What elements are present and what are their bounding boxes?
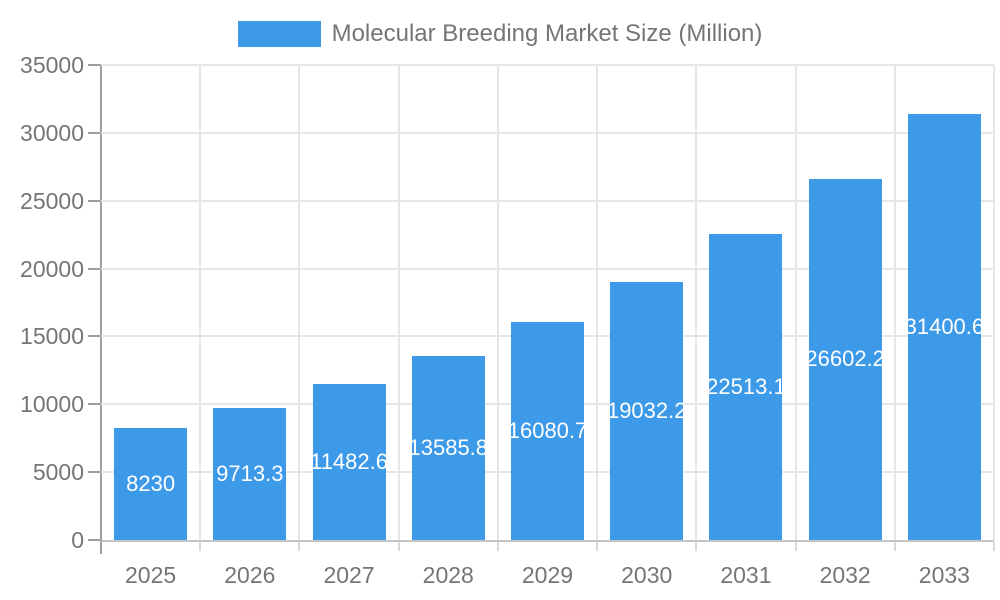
gridline-v — [596, 65, 598, 540]
x-axis-tick — [596, 542, 598, 551]
y-axis-tick-label: 30000 — [20, 119, 84, 146]
y-axis-tick-label: 20000 — [20, 255, 84, 282]
y-axis-tick-label: 0 — [71, 527, 84, 553]
x-axis-tick-label: 2032 — [819, 562, 871, 588]
y-axis-tick — [88, 267, 101, 270]
legend[interactable]: Molecular Breeding Market Size (Million) — [0, 20, 1000, 48]
x-axis-tick-label: 2027 — [323, 562, 375, 588]
gridline-v — [993, 65, 995, 540]
x-axis-tick-label: 2031 — [720, 562, 772, 588]
y-axis-tick-label: 15000 — [20, 323, 84, 350]
x-axis-tick — [894, 542, 896, 551]
y-axis-tick — [88, 199, 101, 202]
bar-value-label: 11482.6 — [312, 449, 386, 475]
gridline-h — [101, 199, 994, 202]
bar-value-label: 13585.8 — [411, 434, 485, 460]
x-axis-tick-label: 2026 — [224, 562, 276, 588]
y-axis-tick — [88, 403, 101, 406]
gridline-v — [199, 65, 201, 540]
x-axis-tick — [695, 542, 697, 551]
gridline-v — [695, 65, 697, 540]
y-axis-tick-label: 25000 — [20, 187, 84, 214]
y-axis-line — [100, 65, 102, 554]
bar-value-label: 19032.2 — [610, 397, 684, 423]
x-axis-tick — [398, 542, 400, 551]
gridline-h — [101, 267, 994, 270]
x-axis-tick — [795, 542, 797, 551]
y-axis-tick — [88, 64, 101, 66]
gridline-v — [398, 65, 400, 540]
bar-2032[interactable]: 26602.2 — [808, 178, 882, 540]
bar-value-label: 16080.7 — [511, 417, 584, 443]
x-axis-tick-label: 2029 — [521, 562, 574, 588]
x-axis-tick-label: 2030 — [621, 562, 673, 588]
bar-value-label: 31400.6 — [907, 313, 981, 339]
bar-2025[interactable]: 8230 — [114, 428, 188, 540]
y-axis-tick — [88, 335, 101, 338]
bar-2031[interactable]: 22513.1 — [709, 234, 783, 540]
gridline-h — [101, 131, 994, 134]
bar-2033[interactable]: 31400.6 — [907, 113, 981, 540]
x-axis-tick-label: 2028 — [422, 562, 474, 588]
bar-value-label: 22513.1 — [709, 374, 783, 400]
bar-value-label: 8230 — [126, 471, 176, 497]
y-axis-tick-label: 35000 — [20, 52, 84, 78]
y-axis-tick-label: 10000 — [20, 391, 84, 418]
x-axis-tick — [993, 542, 995, 551]
bar-value-label: 9713.3 — [216, 461, 284, 487]
legend-label: Molecular Breeding Market Size (Million) — [331, 20, 763, 47]
x-axis-tick-label: 2033 — [918, 562, 970, 588]
gridline-v — [497, 65, 499, 540]
x-axis-tick — [298, 542, 300, 551]
plot-area: 8230 9713.3 11482.6 13585.8 16080.7 19032.2 22… — [101, 64, 995, 542]
bar-2029[interactable]: 16080.7 — [511, 321, 584, 540]
gridline-v — [894, 65, 896, 540]
y-axis-tick — [88, 539, 101, 541]
gridline-v — [298, 65, 300, 540]
bar-2027[interactable]: 11482.6 — [312, 384, 386, 540]
bar-2030[interactable]: 19032.2 — [610, 281, 684, 540]
gridline-h — [101, 64, 994, 66]
bar-2026[interactable]: 9713.3 — [213, 408, 287, 540]
y-axis-tick-label: 5000 — [32, 459, 84, 486]
bar-value-label: 26602.2 — [808, 346, 882, 372]
y-axis-tick — [88, 131, 101, 134]
legend-swatch — [237, 21, 321, 47]
bar-2028[interactable]: 13585.8 — [411, 355, 485, 540]
x-axis-tick-label: 2025 — [125, 562, 177, 588]
y-axis-tick — [88, 471, 101, 474]
gridline-v — [795, 65, 797, 540]
x-axis-tick — [199, 542, 201, 551]
x-axis-tick — [497, 542, 499, 551]
